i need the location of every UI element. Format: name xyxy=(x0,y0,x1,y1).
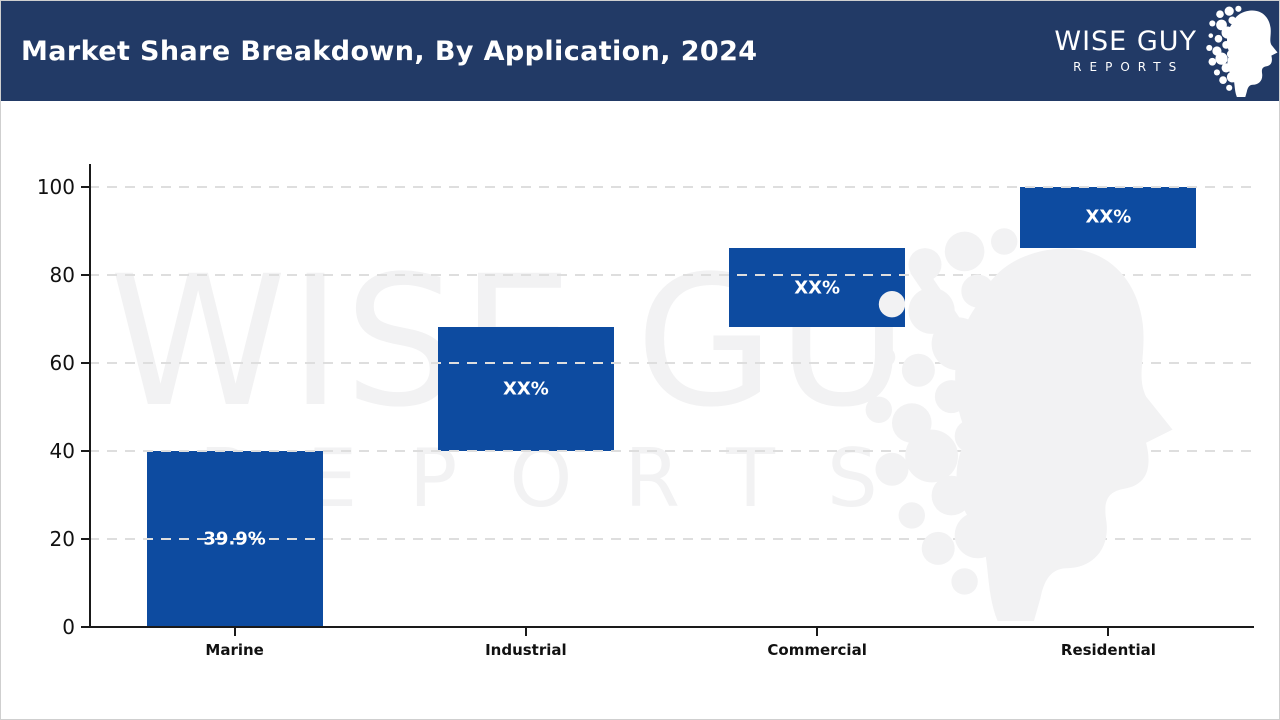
y-tick-label-40: 40 xyxy=(49,439,75,463)
header-bar: Market Share Breakdown, By Application, … xyxy=(1,1,1279,101)
page-title: Market Share Breakdown, By Application, … xyxy=(21,35,758,67)
wiseguy-logo: WISE GUY REPORTS xyxy=(1054,1,1279,101)
watermark-face-icon xyxy=(865,228,1173,622)
logo-wordmark: WISE GUY xyxy=(1054,26,1197,58)
y-tick-80 xyxy=(81,274,89,276)
gridline-40 xyxy=(89,450,1254,452)
y-tick-label-100: 100 xyxy=(36,175,75,199)
y-tick-20 xyxy=(81,538,89,540)
wiseguy-logo-text: WISE GUY REPORTS xyxy=(1054,26,1197,74)
gridline-100 xyxy=(89,186,1254,188)
x-tick-label-residential: Residential xyxy=(1060,641,1156,659)
logo-subtitle: REPORTS xyxy=(1073,59,1185,74)
y-tick-60 xyxy=(81,362,89,364)
bar-value-label-marine: 39.9% xyxy=(203,528,266,550)
x-tick-residential xyxy=(1107,628,1110,636)
gridline-20 xyxy=(89,538,1254,540)
bar-value-label-industrial: XX% xyxy=(502,378,549,400)
y-tick-label-60: 60 xyxy=(49,351,75,375)
y-tick-label-0: 0 xyxy=(62,615,75,639)
x-tick-label-marine: Marine xyxy=(205,641,264,659)
bar-segment-commercial xyxy=(729,247,906,328)
gridline-80 xyxy=(89,274,1254,276)
x-tick-label-commercial: Commercial xyxy=(767,641,867,659)
bar-value-label-residential: XX% xyxy=(1085,206,1132,228)
x-tick-commercial xyxy=(816,628,819,636)
bar-segment-residential xyxy=(1020,187,1197,248)
y-tick-0 xyxy=(81,626,89,628)
x-tick-industrial xyxy=(524,628,527,636)
x-tick-label-industrial: Industrial xyxy=(485,641,567,659)
y-axis xyxy=(89,164,91,628)
y-tick-label-20: 20 xyxy=(49,527,75,551)
x-tick-marine xyxy=(233,628,236,636)
y-tick-100 xyxy=(81,186,89,188)
y-tick-label-80: 80 xyxy=(49,263,75,287)
bar-value-label-commercial: XX% xyxy=(794,277,841,299)
bar-segment-industrial xyxy=(437,327,614,452)
y-tick-40 xyxy=(81,450,89,452)
gridline-60 xyxy=(89,362,1254,364)
x-axis xyxy=(89,626,1254,628)
